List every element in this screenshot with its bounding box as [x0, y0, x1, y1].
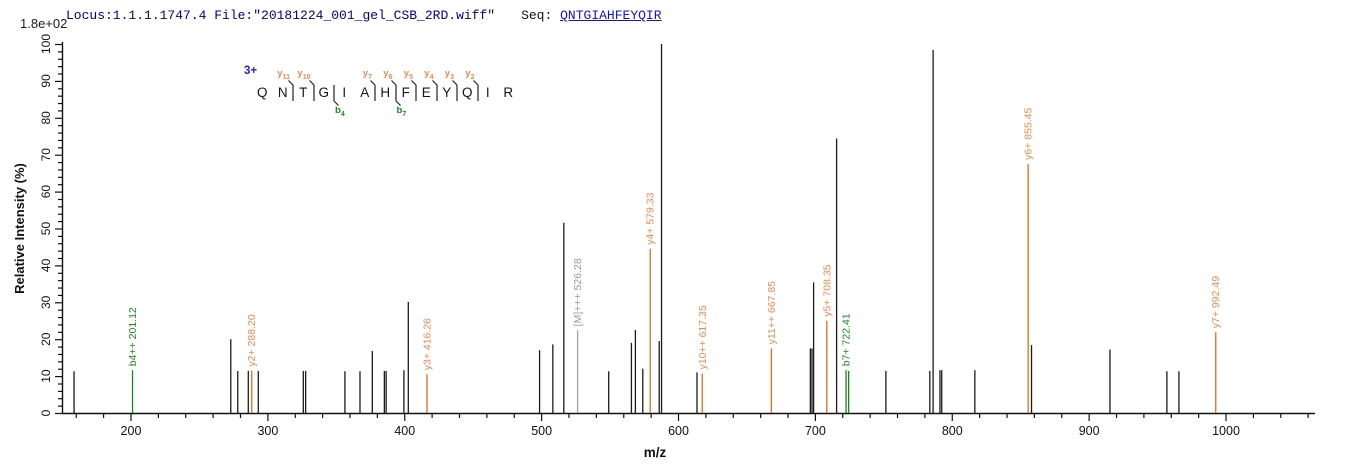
peak-label: y11++ 667.85: [766, 281, 778, 345]
x-tick-label: 400: [394, 424, 415, 438]
y-tick-label: 50: [39, 222, 53, 236]
x-tick-label: 300: [257, 424, 278, 438]
y-tick-label: 70: [39, 148, 53, 162]
y-tick-label: 100: [39, 34, 53, 54]
x-tick-label: 500: [531, 424, 552, 438]
peak-label: b4++ 201.12: [127, 307, 139, 366]
peak-label: b7+ 722.41: [841, 313, 853, 366]
y-tick-label: 30: [39, 295, 53, 309]
precursor-charge-label: 3+: [244, 65, 258, 77]
peak-label: [M]+++ 526.28: [572, 258, 584, 326]
y-ion-label: y6: [383, 68, 393, 81]
y-ion-label: y10: [297, 68, 311, 81]
peptide-residue: N: [277, 85, 288, 100]
y-ion-label: y3: [444, 68, 454, 81]
x-tick-label: 1000: [1212, 424, 1240, 438]
peptide-residue: A: [360, 85, 370, 100]
x-tick-label: 700: [805, 424, 826, 438]
y-ion-label: y7: [362, 68, 372, 81]
b-ion-label: b4: [335, 105, 345, 118]
y-tick-label: 80: [39, 111, 53, 125]
y-ion-label: y5: [403, 68, 413, 81]
y-ion-label: y2: [465, 68, 475, 81]
y-tick-label: 20: [39, 332, 53, 346]
x-tick-label: 600: [668, 424, 689, 438]
locus-file-label: Locus:1.1.1.1747.4 File:"20181224_001_ge…: [66, 8, 496, 23]
spectrum-header: Locus:1.1.1.1747.4 File:"20181224_001_ge…: [66, 8, 662, 23]
x-tick-label: 900: [1079, 424, 1100, 438]
y-tick-label: 60: [39, 185, 53, 199]
peptide-residue: R: [503, 85, 514, 100]
peak-label: y4+ 579.33: [645, 192, 657, 244]
y-ion-label: y11: [277, 68, 290, 81]
y-tick-label: 90: [39, 74, 53, 88]
peak-label: y5+ 708.35: [821, 264, 833, 316]
peptide-residue: Q: [256, 85, 268, 100]
b-ion-label: b7: [396, 105, 407, 118]
peak-label: y7+ 992.49: [1210, 276, 1222, 328]
y-ion-label: y4: [424, 68, 434, 81]
peak-label: y6+ 855.45: [1023, 108, 1035, 160]
peak-label: y3+ 416.26: [422, 318, 434, 370]
peak-label: y10++ 617.35: [697, 305, 709, 369]
intensity-scale-label: 1.8e+02: [20, 16, 68, 31]
x-tick-label: 800: [942, 424, 963, 438]
x-axis-title: m/z: [644, 445, 667, 460]
x-tick-label: 200: [121, 424, 142, 438]
y-axis-title: Relative Intensity (%): [12, 163, 27, 294]
peak-label: y2+ 288.20: [246, 314, 258, 366]
y-tick-label: 0: [39, 409, 53, 416]
y-tick-label: 40: [39, 258, 53, 272]
y-tick-label: 10: [39, 369, 53, 383]
seq-label: Seq:: [521, 8, 553, 23]
sequence-link[interactable]: QNTGIAHFEYQIR: [560, 8, 662, 23]
